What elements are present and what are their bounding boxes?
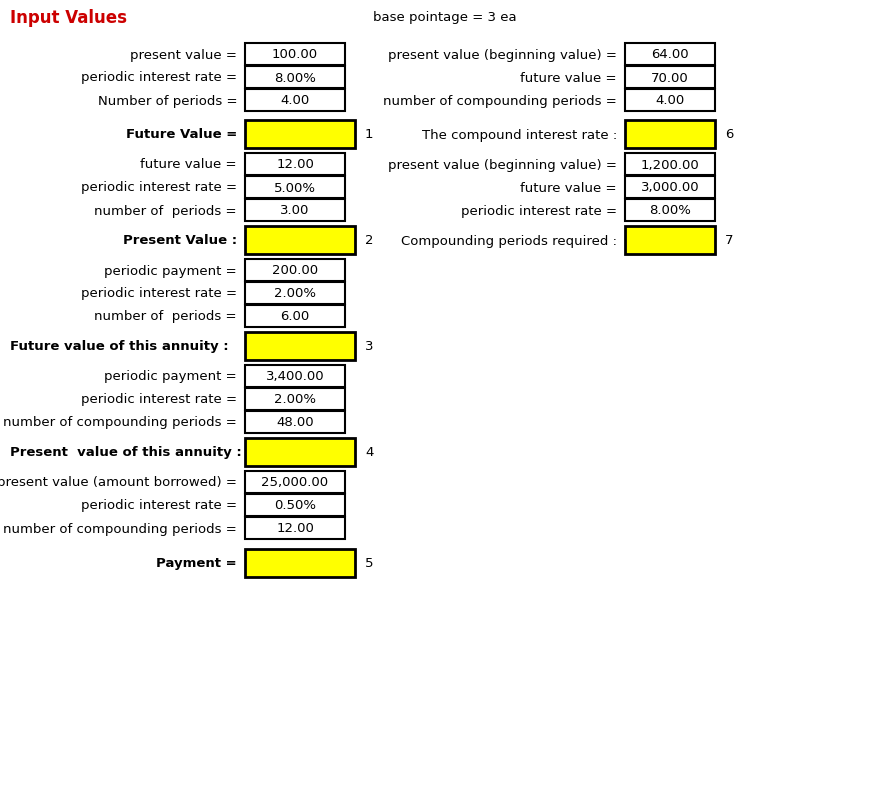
Text: number of compounding periods =: number of compounding periods = [4,416,237,429]
Bar [625,226,715,255]
Text: present value (beginning value) =: present value (beginning value) = [388,48,617,61]
Text: periodic interest rate =: periodic interest rate = [81,181,237,194]
Text: 200.00: 200.00 [272,264,318,277]
Text: 2.00%: 2.00% [274,287,316,300]
Text: 0.50%: 0.50% [274,499,316,512]
Text: present value (beginning value) =: present value (beginning value) = [388,158,617,171]
Text: periodic interest rate =: periodic interest rate = [81,287,237,300]
Text: 3,400.00: 3,400.00 [266,370,324,383]
Bar [625,90,715,112]
Text: 48.00: 48.00 [276,416,314,429]
Text: present value =: present value = [130,48,237,61]
Text: 1,200.00: 1,200.00 [641,158,700,171]
Text: 3,000.00: 3,000.00 [641,181,700,194]
Text: number of  periods =: number of periods = [94,204,237,218]
Text: Present  value of this annuity :: Present value of this annuity : [10,446,242,459]
Text: number of compounding periods =: number of compounding periods = [4,522,237,535]
Bar [245,471,345,493]
Text: Payment =: Payment = [157,556,237,570]
Bar [625,177,715,199]
Text: The compound interest rate :: The compound interest rate : [422,128,617,141]
Text: Future Value =: Future Value = [125,128,237,141]
Text: 4.00: 4.00 [655,95,684,108]
Text: 2.00%: 2.00% [274,393,316,406]
Text: 8.00%: 8.00% [274,71,316,84]
Text: present value (amount borrowed) =: present value (amount borrowed) = [0,476,237,489]
Bar [245,411,345,434]
Bar [245,259,345,282]
Text: Present Value :: Present Value : [123,234,237,247]
Bar [245,120,355,149]
Text: periodic payment =: periodic payment = [104,370,237,383]
Text: 3.00: 3.00 [280,204,310,218]
Text: 4: 4 [365,446,374,459]
Bar [245,332,355,361]
Text: 7: 7 [725,234,733,247]
Text: Compounding periods required :: Compounding periods required : [401,234,617,247]
Text: 2: 2 [365,234,374,247]
Bar [245,283,345,304]
Bar [625,200,715,222]
Text: Number of periods =: Number of periods = [98,95,237,108]
Bar [245,67,345,89]
Bar [245,154,345,176]
Bar [625,44,715,66]
Text: 4.00: 4.00 [280,95,310,108]
Bar [625,154,715,176]
Bar [245,389,345,410]
Text: 12.00: 12.00 [276,522,314,535]
Bar [245,306,345,328]
Text: number of  periods =: number of periods = [94,310,237,323]
Bar [245,177,345,199]
Text: periodic interest rate =: periodic interest rate = [81,71,237,84]
Bar [245,495,345,516]
Bar [245,226,355,255]
Text: 5: 5 [365,556,374,570]
Bar [245,200,345,222]
Text: future value =: future value = [521,71,617,84]
Bar [625,120,715,149]
Bar [245,44,345,66]
Text: 100.00: 100.00 [272,48,318,61]
Text: 12.00: 12.00 [276,158,314,171]
Text: 64.00: 64.00 [651,48,689,61]
Text: future value =: future value = [521,181,617,194]
Bar [245,90,345,112]
Text: Input Values: Input Values [10,9,127,27]
Text: 5.00%: 5.00% [274,181,316,194]
Text: 70.00: 70.00 [651,71,689,84]
Text: 1: 1 [365,128,374,141]
Text: 25,000.00: 25,000.00 [262,476,328,489]
Text: 6.00: 6.00 [280,310,310,323]
Text: periodic interest rate =: periodic interest rate = [461,204,617,218]
Text: Future value of this annuity :: Future value of this annuity : [10,340,229,353]
Bar [245,438,355,467]
Text: future value =: future value = [141,158,237,171]
Text: number of compounding periods =: number of compounding periods = [384,95,617,108]
Text: periodic interest rate =: periodic interest rate = [81,499,237,512]
Bar [245,517,345,540]
Text: 3: 3 [365,340,374,353]
Bar [625,67,715,89]
Text: base pointage = 3 ea: base pointage = 3 ea [373,11,517,24]
Bar [245,365,345,388]
Bar [245,549,355,577]
Text: periodic interest rate =: periodic interest rate = [81,393,237,406]
Text: 6: 6 [725,128,733,141]
Text: 8.00%: 8.00% [649,204,691,218]
Text: periodic payment =: periodic payment = [104,264,237,277]
